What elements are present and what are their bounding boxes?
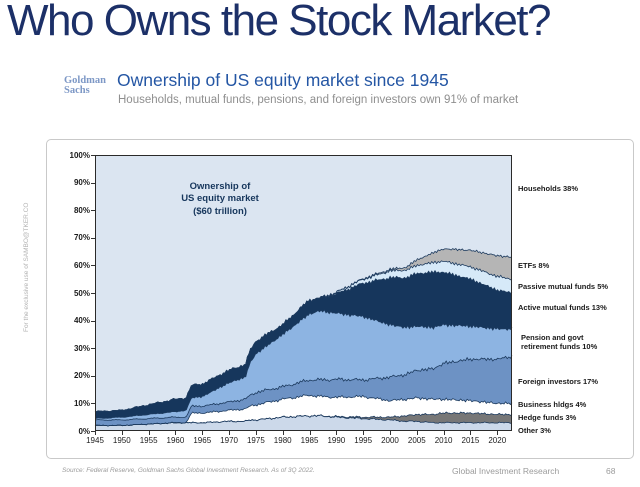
logo-line-1: Goldman bbox=[64, 75, 107, 86]
y-axis-label-60: 60% bbox=[73, 260, 90, 270]
page-number: 68 bbox=[606, 466, 616, 476]
plot-border bbox=[95, 155, 512, 431]
x-axis-label-1960: 1960 bbox=[166, 436, 185, 445]
y-axis-label-90: 90% bbox=[73, 178, 90, 188]
y-axis-label-10: 10% bbox=[73, 398, 90, 408]
chart-header-subtitle: Households, mutual funds, pensions, and … bbox=[118, 94, 519, 106]
source-note: Source: Federal Reserve, Goldman Sachs G… bbox=[62, 467, 315, 474]
x-axis-label-1945: 1945 bbox=[86, 436, 104, 445]
y-axis-label-100: 100% bbox=[69, 150, 90, 160]
area-foreign bbox=[95, 355, 512, 426]
y-axis-label-0: 0% bbox=[78, 426, 90, 436]
x-axis-label-1975: 1975 bbox=[246, 436, 265, 445]
x-axis-tick bbox=[497, 431, 499, 435]
x-axis-label-2015: 2015 bbox=[461, 436, 480, 445]
x-axis-tick bbox=[336, 431, 338, 435]
y-axis-label-70: 70% bbox=[73, 233, 90, 243]
x-axis-tick bbox=[255, 431, 257, 435]
y-axis-label-80: 80% bbox=[73, 205, 90, 215]
x-axis-label-2000: 2000 bbox=[381, 436, 399, 445]
x-axis-tick bbox=[309, 431, 311, 435]
x-axis-label-1955: 1955 bbox=[139, 436, 158, 445]
area-other bbox=[95, 414, 512, 431]
x-axis-tick bbox=[202, 431, 204, 435]
y-axis-tick bbox=[91, 210, 95, 212]
y-axis-tick bbox=[91, 293, 95, 294]
legend-label-etf: ETFs 8% bbox=[518, 261, 550, 270]
y-axis-tick bbox=[91, 155, 95, 156]
y-axis-label-50: 50% bbox=[73, 288, 90, 298]
outline-business bbox=[94, 394, 513, 427]
x-axis-tick bbox=[95, 431, 96, 435]
x-axis-tick bbox=[148, 431, 150, 435]
footer-department: Global Investment Research bbox=[452, 466, 560, 476]
legend-label-households: Households 38% bbox=[518, 184, 579, 193]
x-axis-label-1970: 1970 bbox=[220, 436, 238, 445]
logo-line-2: Sachs bbox=[64, 84, 90, 96]
x-axis-tick bbox=[470, 431, 472, 435]
x-axis-label-1980: 1980 bbox=[273, 436, 292, 445]
x-axis-tick bbox=[229, 431, 231, 435]
legend-label-foreign: Foreign investors 17% bbox=[518, 377, 599, 386]
area-etf bbox=[95, 248, 512, 412]
outline-etf bbox=[94, 247, 513, 413]
x-axis-label-2005: 2005 bbox=[407, 436, 426, 445]
x-axis-label-2020: 2020 bbox=[488, 436, 507, 445]
y-axis-tick bbox=[91, 375, 95, 377]
y-axis-tick bbox=[91, 265, 95, 267]
chart-header-title: Ownership of US equity market since 1945 bbox=[117, 70, 449, 90]
chart-annotation-line-1: Ownership of bbox=[189, 181, 251, 192]
y-axis-tick bbox=[91, 403, 95, 405]
page-title: Who Owns the Stock Market? bbox=[7, 0, 552, 45]
x-axis-label-1985: 1985 bbox=[300, 436, 319, 445]
stacked-area-chart bbox=[94, 155, 513, 431]
area-active bbox=[95, 270, 512, 419]
x-axis-tick bbox=[416, 431, 418, 435]
goldman-sachs-logo: Goldman Sachs bbox=[64, 76, 106, 95]
outline-foreign bbox=[94, 355, 513, 421]
y-axis-tick bbox=[91, 431, 95, 432]
y-axis-label-20: 20% bbox=[73, 371, 90, 381]
legend-label-pension: Pension and govt retirement funds 10% bbox=[521, 333, 598, 352]
legend-label-hedge: Hedge funds 3% bbox=[518, 413, 577, 422]
x-axis-tick bbox=[121, 431, 123, 435]
outline-pension bbox=[95, 309, 513, 419]
legend-label-passive: Passive mutual funds 5% bbox=[518, 282, 609, 291]
y-axis-label-40: 40% bbox=[73, 316, 90, 326]
x-axis-label-2010: 2010 bbox=[434, 436, 453, 445]
area-pension bbox=[95, 309, 512, 421]
chart-annotation-line-3: ($60 trillion) bbox=[193, 205, 247, 217]
chart-annotation: Ownership of US equity market ($60 trillio… bbox=[150, 181, 290, 218]
area-business bbox=[95, 394, 512, 426]
y-axis-tick bbox=[91, 320, 95, 322]
x-axis-label-1995: 1995 bbox=[354, 436, 373, 445]
y-axis-tick bbox=[91, 182, 95, 184]
x-axis-label-1965: 1965 bbox=[193, 436, 212, 445]
x-axis-label-1950: 1950 bbox=[112, 436, 131, 445]
x-axis-label-1990: 1990 bbox=[327, 436, 346, 445]
legend-label-business: Business hldgs 4% bbox=[518, 400, 587, 409]
y-axis-label-30: 30% bbox=[73, 343, 90, 353]
watermark-text: For the exclusive use of SAMBO@TKER.CO bbox=[23, 202, 30, 332]
legend-label-other: Other 3% bbox=[518, 426, 551, 435]
x-axis-tick bbox=[175, 431, 177, 435]
y-axis-tick bbox=[91, 348, 95, 350]
y-axis-tick bbox=[91, 237, 95, 239]
area-passive bbox=[95, 260, 512, 412]
x-axis-tick bbox=[389, 431, 391, 435]
chart-annotation-line-2: US equity market bbox=[181, 193, 259, 205]
x-axis-tick bbox=[282, 431, 284, 435]
x-axis-tick bbox=[443, 431, 445, 435]
legend-label-active: Active mutual funds 13% bbox=[518, 303, 607, 312]
x-axis-tick bbox=[363, 431, 365, 435]
